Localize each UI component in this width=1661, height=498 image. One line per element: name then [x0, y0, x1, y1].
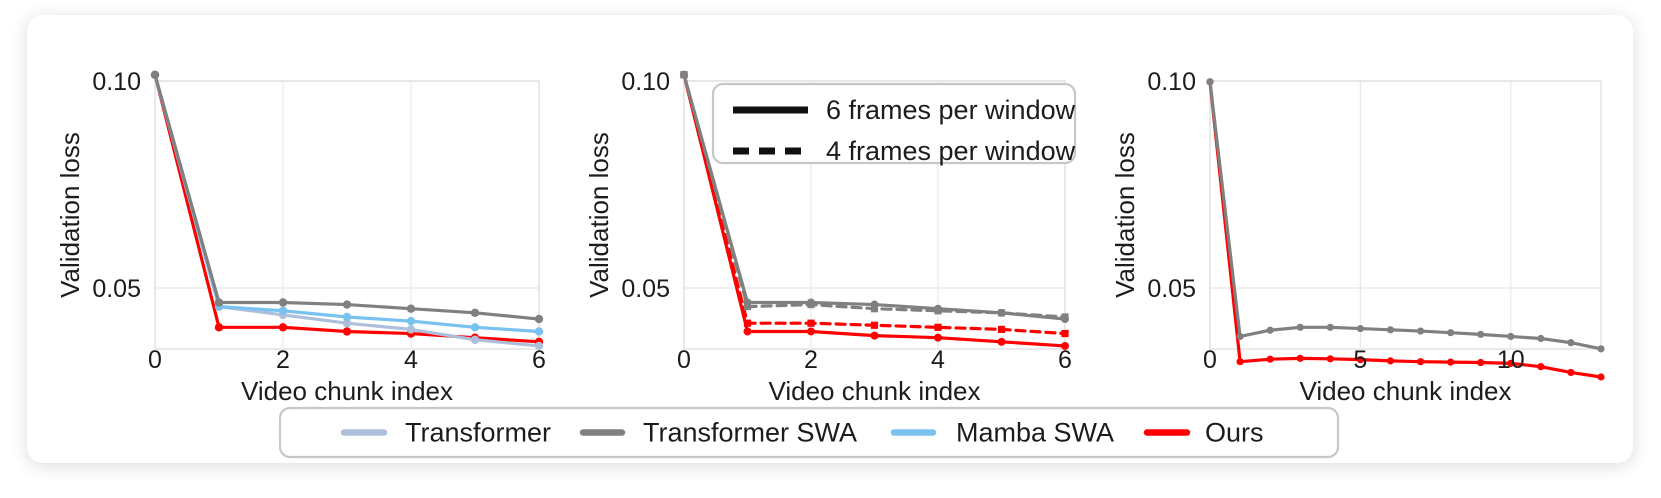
- svg-text:0.05: 0.05: [621, 275, 670, 303]
- svg-text:Validation loss: Validation loss: [1110, 132, 1140, 298]
- svg-text:10: 10: [1497, 346, 1525, 374]
- svg-text:4: 4: [931, 346, 945, 374]
- svg-text:0: 0: [148, 346, 162, 374]
- svg-text:6: 6: [532, 346, 546, 374]
- svg-text:0: 0: [1203, 346, 1217, 374]
- svg-text:0.05: 0.05: [92, 275, 141, 303]
- svg-text:Ours: Ours: [1205, 418, 1264, 448]
- svg-text:0.05: 0.05: [1147, 275, 1196, 303]
- svg-text:0.10: 0.10: [621, 68, 670, 96]
- svg-text:6 frames per window: 6 frames per window: [826, 95, 1076, 125]
- svg-text:2: 2: [804, 346, 818, 374]
- svg-text:0.10: 0.10: [92, 68, 141, 96]
- svg-text:0: 0: [677, 346, 691, 374]
- svg-text:0.10: 0.10: [1147, 68, 1196, 96]
- svg-text:Mamba SWA: Mamba SWA: [956, 418, 1114, 448]
- svg-text:Validation loss: Validation loss: [55, 132, 85, 298]
- svg-text:Transformer: Transformer: [405, 418, 551, 448]
- svg-text:6: 6: [1058, 346, 1072, 374]
- svg-text:Video chunk index: Video chunk index: [768, 376, 980, 406]
- svg-text:Video chunk index: Video chunk index: [241, 376, 453, 406]
- svg-text:2: 2: [276, 346, 290, 374]
- svg-text:Video chunk index: Video chunk index: [1299, 376, 1511, 406]
- svg-text:4: 4: [404, 346, 418, 374]
- svg-text:4 frames per window: 4 frames per window: [826, 136, 1076, 166]
- svg-text:5: 5: [1353, 346, 1367, 374]
- svg-text:Validation loss: Validation loss: [584, 132, 614, 298]
- svg-text:Transformer SWA: Transformer SWA: [643, 418, 857, 448]
